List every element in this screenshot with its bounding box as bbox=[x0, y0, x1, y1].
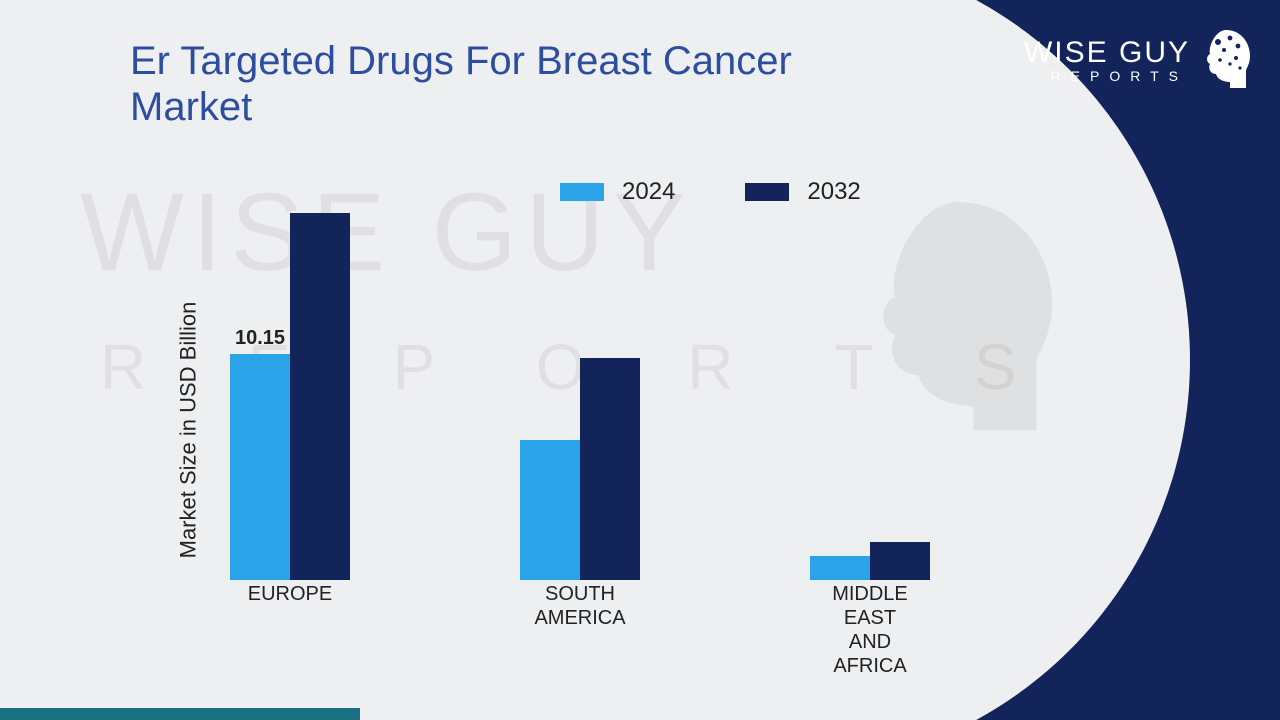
bar-2024 bbox=[810, 556, 870, 580]
legend-item: 2024 bbox=[560, 178, 675, 206]
brand-logo: WISE GUY REPORTS bbox=[992, 28, 1252, 92]
bar-2032 bbox=[290, 213, 350, 580]
legend-label: 2032 bbox=[807, 178, 860, 206]
x-tick-label: SOUTHAMERICA bbox=[500, 582, 660, 630]
head-icon bbox=[1196, 28, 1252, 92]
brand-text-top: WISE GUY bbox=[1024, 36, 1190, 70]
x-tick-label: MIDDLEEASTANDAFRICA bbox=[790, 582, 950, 678]
legend: 2024 2032 bbox=[560, 178, 861, 206]
bar-chart: Market Size in USD Billion 2024 2032 10.… bbox=[60, 170, 940, 690]
chart-canvas: Er Targeted Drugs For Breast Cancer Mark… bbox=[0, 0, 1280, 720]
bar-2032 bbox=[580, 358, 640, 580]
x-tick-label: EUROPE bbox=[210, 582, 370, 606]
chart-title: Er Targeted Drugs For Breast Cancer Mark… bbox=[130, 38, 850, 130]
plot-area: 2024 2032 10.15 bbox=[140, 180, 920, 580]
legend-label: 2024 bbox=[622, 178, 675, 206]
bar-2024 bbox=[230, 354, 290, 580]
right-panel bbox=[970, 0, 1280, 720]
bar-2024 bbox=[520, 440, 580, 580]
bar-2032 bbox=[870, 542, 930, 580]
legend-swatch bbox=[560, 183, 604, 201]
brand-text-bottom: REPORTS bbox=[1024, 68, 1190, 84]
legend-swatch bbox=[745, 183, 789, 201]
legend-item: 2032 bbox=[745, 178, 860, 206]
accent-bar bbox=[0, 708, 360, 720]
